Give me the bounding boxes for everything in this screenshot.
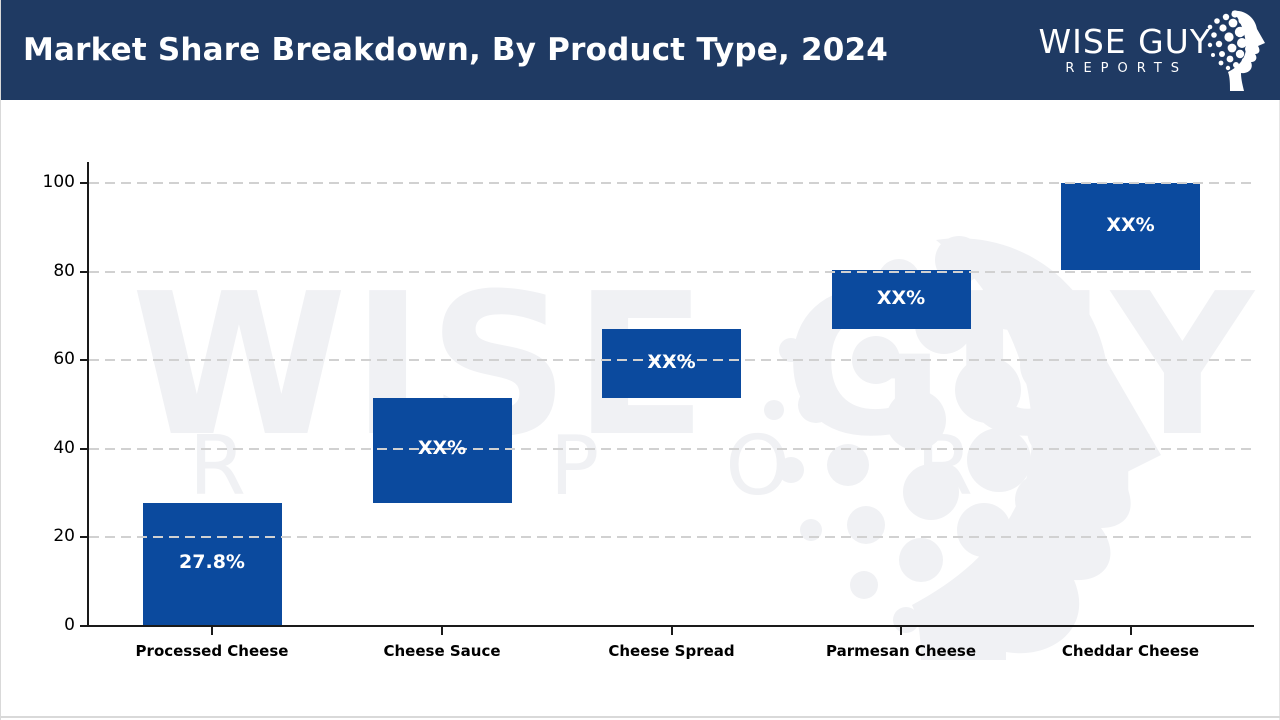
page-title: Market Share Breakdown, By Product Type,… [23, 32, 889, 68]
grid-line-80 [89, 270, 1254, 273]
y-tick-mark [80, 625, 88, 627]
y-axis-tick-label: 0 [64, 615, 75, 635]
bar-cheese-sauce [372, 397, 512, 503]
x-axis-label-cheese-sauce: Cheese Sauce [383, 642, 501, 660]
y-tick-mark [80, 182, 88, 184]
x-tick-mark [1129, 627, 1132, 635]
bar-value-label: XX% [1106, 213, 1155, 236]
x-tick-mark [670, 627, 673, 635]
bar-processed-cheese [142, 502, 282, 626]
bar-value-label: 27.8% [179, 551, 245, 574]
x-axis-label-cheese-spread: Cheese Spread [608, 642, 735, 660]
y-axis-tick-label: 100 [42, 172, 75, 192]
grid-line-60 [89, 359, 1254, 362]
x-tick-mark [441, 627, 443, 635]
logo-wordmark: WISE GUY REPORTS [1038, 25, 1211, 75]
y-axis-tick-label: 20 [53, 526, 75, 547]
x-axis-label-parmesan-cheese: Parmesan Cheese [826, 642, 976, 660]
x-tick-mark [211, 627, 213, 635]
x-axis-label-processed-cheese: Processed Cheese [135, 642, 289, 660]
bar-cheese-spread [602, 329, 741, 398]
bar-value-label: XX% [876, 286, 926, 309]
y-axis-tick-label: 60 [53, 349, 75, 370]
y-tick-mark [80, 359, 88, 362]
logo-wordmark-line2: REPORTS [1065, 61, 1189, 76]
y-axis-line [87, 162, 89, 627]
grid-line-100 [89, 182, 1254, 184]
y-tick-mark [80, 270, 88, 273]
grid-line-40 [89, 447, 1254, 450]
x-axis-label-cheddar-cheese: Cheddar Cheese [1061, 642, 1200, 660]
x-axis-line [87, 625, 1254, 627]
wise-guy-logo: WISE GUY REPORTS [1038, 0, 1269, 100]
y-tick-mark [80, 536, 88, 539]
x-tick-mark [900, 627, 902, 635]
bar-value-label: XX% [647, 350, 696, 373]
bottom-border [1, 716, 1280, 718]
header-bar: Market Share Breakdown, By Product Type,… [1, 0, 1280, 100]
y-tick-mark [80, 447, 88, 450]
logo-head-icon [1207, 10, 1265, 92]
y-axis-tick-label: 40 [53, 437, 75, 458]
logo-wordmark-line1: WISE GUY [1038, 22, 1211, 61]
bar-value-label: XX% [417, 437, 467, 460]
y-axis-tick-label: 80 [53, 260, 75, 281]
grid-line-20 [89, 536, 1254, 539]
